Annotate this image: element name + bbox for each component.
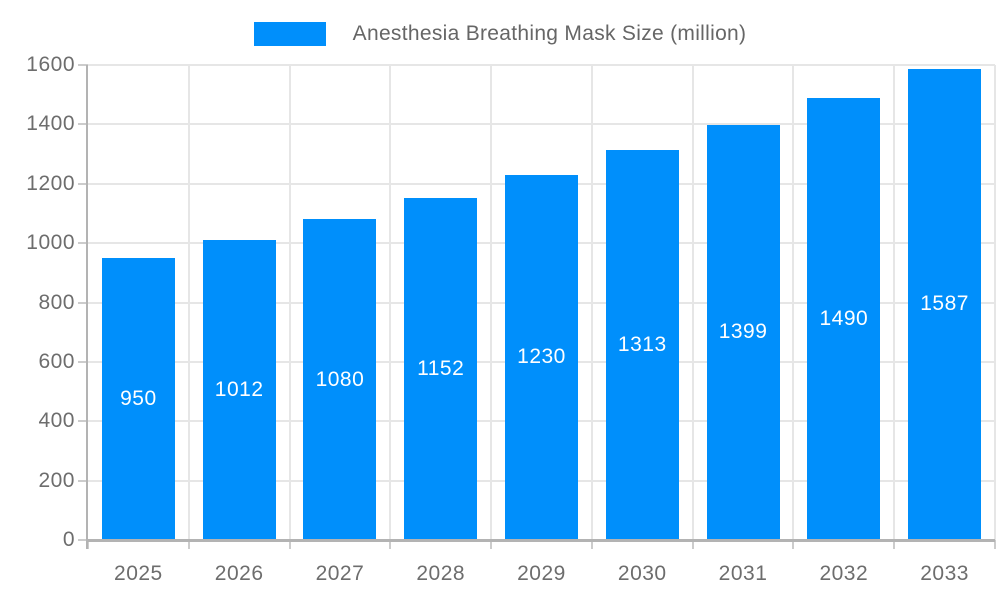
bar-value-label: 1012 <box>214 377 264 401</box>
y-tick-label: 800 <box>38 290 75 314</box>
y-tick <box>78 539 88 541</box>
y-tick-label: 0 <box>62 528 75 551</box>
y-tick <box>78 64 88 66</box>
bar-value-label: 1490 <box>819 306 869 330</box>
y-tick <box>78 123 88 126</box>
x-category-label: 2028 <box>416 562 466 585</box>
x-category-label: 2026 <box>214 562 264 585</box>
bar <box>101 257 175 540</box>
bar <box>605 150 679 540</box>
x-tick <box>490 540 493 549</box>
x-gridline <box>792 65 795 540</box>
bar <box>908 68 982 540</box>
y-tick-label: 200 <box>38 468 75 492</box>
bar <box>404 198 478 540</box>
bar-value-label: 1313 <box>617 333 667 357</box>
y-tick <box>78 420 88 423</box>
y-tick <box>78 479 88 482</box>
y-tick-label: 1600 <box>26 53 75 76</box>
bar <box>706 124 780 540</box>
legend-swatch <box>253 22 326 46</box>
x-tick <box>389 540 392 549</box>
x-tick <box>288 540 291 549</box>
x-tick <box>590 540 593 549</box>
x-gridline <box>893 65 896 540</box>
bar-value-label: 950 <box>120 386 157 410</box>
x-gridline <box>590 65 593 540</box>
x-tick <box>691 540 694 549</box>
y-tick-label: 1200 <box>26 171 75 195</box>
bar-value-label: 1399 <box>718 320 768 344</box>
y-tick-label: 1000 <box>26 231 75 255</box>
x-category-label: 2029 <box>517 562 566 585</box>
x-axis-line <box>88 539 995 542</box>
x-tick <box>792 540 795 549</box>
x-category-label: 2032 <box>819 562 869 585</box>
bar-value-label: 1587 <box>920 292 969 316</box>
x-category-label: 2027 <box>315 562 365 585</box>
x-category-label: 2030 <box>617 562 667 585</box>
bar-value-label: 1152 <box>417 357 465 380</box>
x-gridline <box>490 65 493 540</box>
bar <box>505 174 578 540</box>
x-gridline <box>691 65 694 540</box>
y-tick <box>78 242 88 245</box>
y-gridline <box>88 64 995 66</box>
bar <box>303 219 377 540</box>
x-gridline <box>994 65 996 540</box>
y-tick-label: 600 <box>38 349 75 373</box>
x-gridline <box>389 65 392 540</box>
bar-value-label: 1230 <box>517 345 566 369</box>
x-category-label: 2025 <box>114 562 163 585</box>
x-tick <box>994 540 996 549</box>
y-tick-label: 400 <box>38 409 75 433</box>
y-tick-label: 1400 <box>26 112 75 136</box>
y-gridline <box>88 123 995 126</box>
bar <box>202 239 276 540</box>
x-category-label: 2033 <box>920 562 969 585</box>
y-tick <box>78 301 88 304</box>
y-tick <box>78 182 88 185</box>
bar-value-label: 1080 <box>315 367 365 391</box>
bar <box>807 97 881 540</box>
x-gridline <box>187 65 190 540</box>
x-tick <box>87 540 89 549</box>
x-category-label: 2031 <box>718 562 768 585</box>
x-gridline <box>288 65 291 540</box>
y-axis-line <box>86 65 88 549</box>
x-tick <box>893 540 896 549</box>
legend-item[interactable]: Anesthesia Breathing Mask Size (million) <box>0 21 1000 47</box>
y-tick <box>78 360 88 363</box>
x-tick <box>187 540 190 549</box>
legend-label: Anesthesia Breathing Mask Size (million) <box>352 22 747 45</box>
